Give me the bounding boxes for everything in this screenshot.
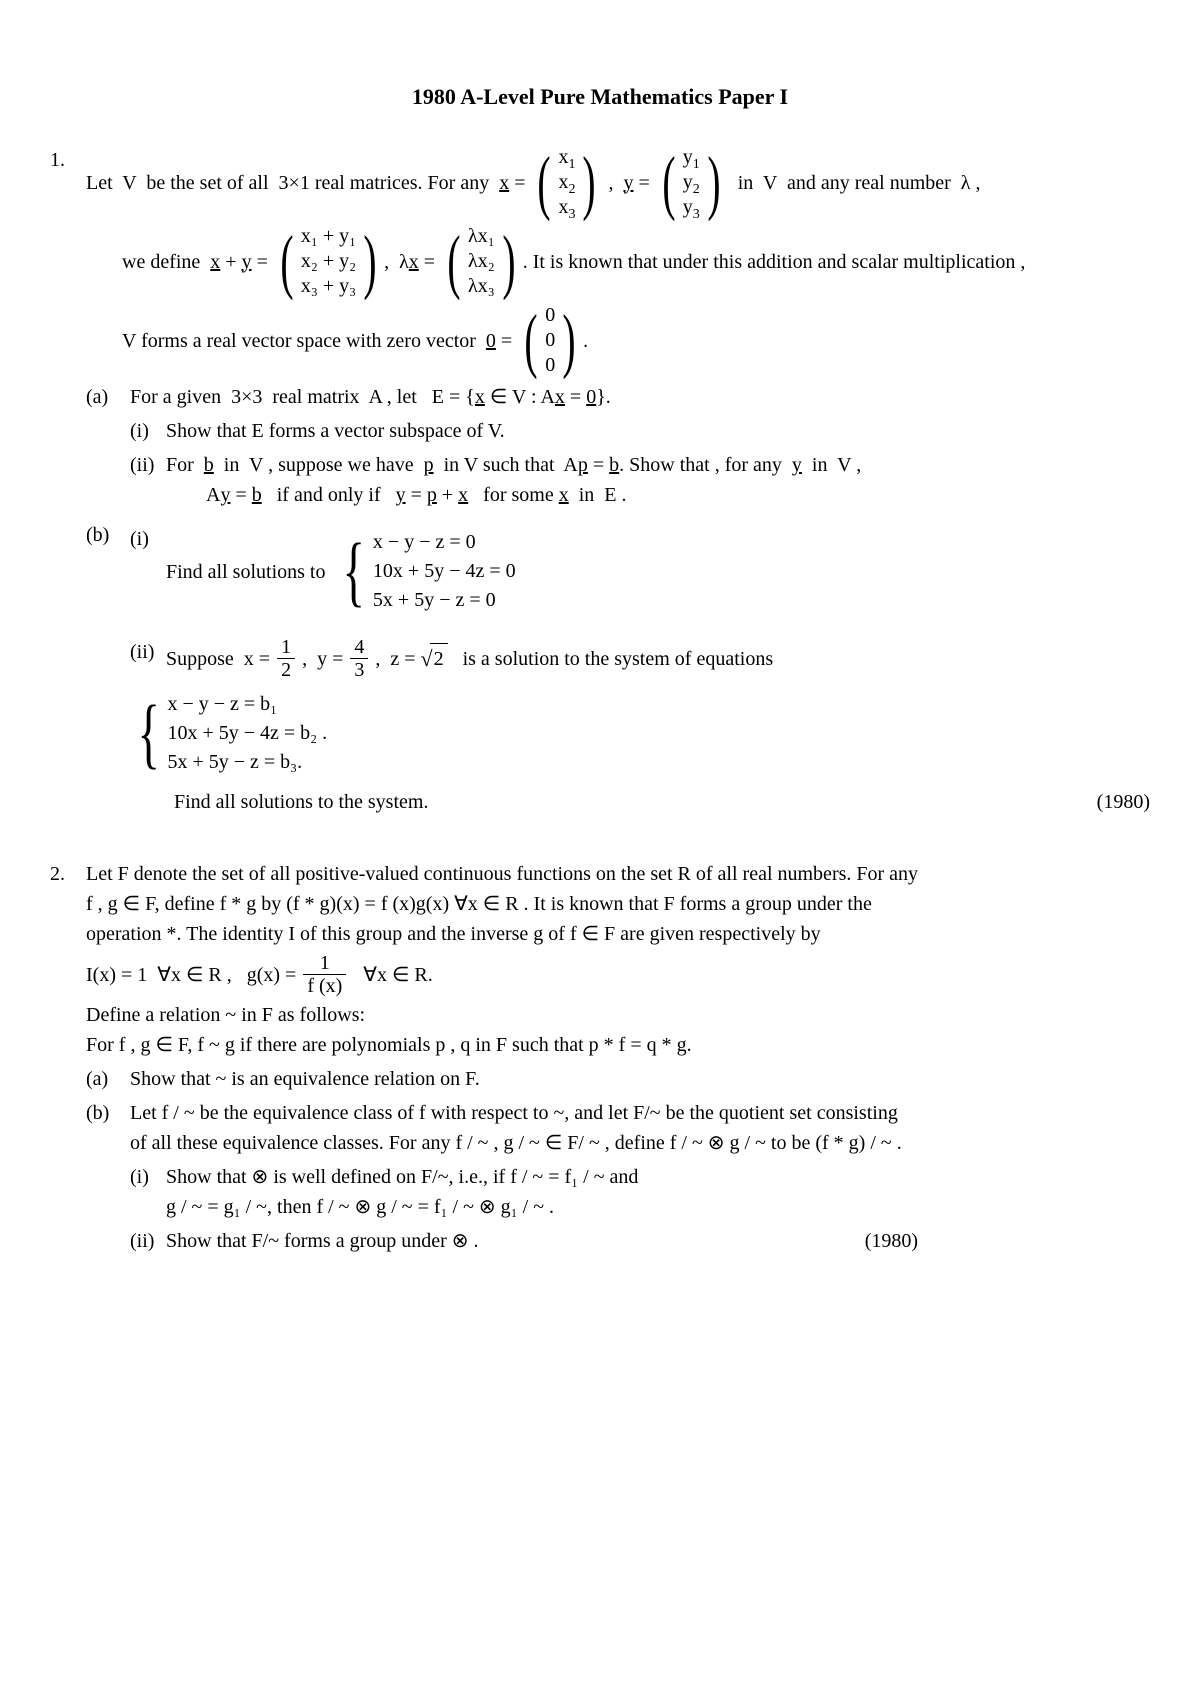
- q1a-ii: (ii) For b in V , suppose we have p in V…: [130, 450, 861, 510]
- equation-system: { x − y − z = 0 10x + 5y − 4z = 0 5x + 5…: [335, 528, 515, 615]
- text: operation *. The identity I of this grou…: [86, 919, 918, 949]
- text: g / ~ = g₁ / ~, then f / ~ ⊗ g / ~ = f₁ …: [166, 1192, 638, 1222]
- sqrt-icon: √2: [421, 642, 448, 675]
- x-column-vector: ( x1x2x3 ): [532, 145, 601, 220]
- text: Let F denote the set of all positive-val…: [86, 859, 918, 889]
- part-label: (b): [86, 520, 130, 550]
- text: in V and any real number λ ,: [728, 168, 981, 198]
- text: Show that F/~ forms a group under ⊗ .: [166, 1230, 479, 1252]
- text: f , g ∈ F, define f * g by (f * g)(x) = …: [86, 889, 918, 919]
- q1-zero: V forms a real vector space with zero ve…: [122, 303, 1150, 378]
- page-title: 1980 A-Level Pure Mathematics Paper I: [50, 80, 1150, 113]
- q1a-i: (i) Show that E forms a vector subspace …: [130, 416, 861, 446]
- sub-label: (i): [130, 524, 166, 554]
- text: we define: [122, 247, 210, 277]
- q1-number: 1.: [50, 145, 86, 175]
- text: ,: [603, 168, 623, 198]
- text: Find all solutions to the system.: [174, 791, 428, 813]
- identity-definition: I(x) = 1 ∀x ∈ R , g(x) = 1f (x) ∀x ∈ R.: [86, 953, 918, 996]
- text: Let f / ~ be the equivalence class of f …: [130, 1098, 918, 1128]
- q2b-ii: (ii) Show that F/~ forms a group under ⊗…: [130, 1226, 918, 1256]
- q1-part-a: (a) For a given 3×3 real matrix A , let …: [86, 382, 1150, 510]
- part-label: (a): [86, 382, 130, 412]
- sum-vector: ( x₁ + y₁ x₂ + y₂ x₃ + y₃ ): [275, 224, 382, 299]
- sub-label: (i): [130, 1162, 166, 1192]
- q1b-i: (i) Find all solutions to { x − y − z = …: [130, 524, 1150, 619]
- q1-intro: Let V be the set of all 3×1 real matrice…: [86, 145, 981, 220]
- q2b-i: (i) Show that ⊗ is well defined on F/~, …: [130, 1162, 918, 1222]
- year-marker: (1980): [1097, 787, 1150, 817]
- q2-number: 2.: [50, 859, 86, 889]
- text: Let V be the set of all 3×1 real matrice…: [86, 168, 499, 198]
- text: Show that ~ is an equivalence relation o…: [130, 1064, 480, 1094]
- text: of all these equivalence classes. For an…: [130, 1128, 918, 1158]
- year-marker: (1980): [865, 1226, 918, 1256]
- text: Define a relation ~ in F as follows:: [86, 1000, 918, 1030]
- q1b-ii-final: Find all solutions to the system. (1980): [174, 787, 1150, 817]
- part-label: (a): [86, 1064, 130, 1094]
- q2-part-a: (a) Show that ~ is an equivalence relati…: [86, 1064, 918, 1094]
- q1-part-b: (b) (i) Find all solutions to { x − y − …: [86, 520, 1150, 821]
- vector-x: x: [499, 168, 509, 198]
- text: For b in V , suppose we have p in V such…: [166, 450, 861, 480]
- sub-label: (ii): [130, 1226, 166, 1256]
- lambda-vector: ( λx₁ λx₂ λx₃ ): [442, 224, 521, 299]
- text: Show that E forms a vector subspace of V…: [166, 416, 505, 446]
- question-2: 2. Let F denote the set of all positive-…: [50, 859, 1150, 1256]
- question-1: 1. Let V be the set of all 3×1 real matr…: [50, 145, 1150, 821]
- text: Find all solutions to: [166, 557, 335, 587]
- text: V forms a real vector space with zero ve…: [122, 326, 486, 356]
- sub-label: (i): [130, 416, 166, 446]
- q1b-ii: (ii) Suppose x = 12 , y = 43 , z = √2 is…: [130, 637, 1150, 680]
- text: Show that ⊗ is well defined on F/~, i.e.…: [166, 1162, 638, 1192]
- text: For f , g ∈ F, f ~ g if there are polyno…: [86, 1030, 918, 1060]
- part-label: (b): [86, 1098, 130, 1128]
- q2-part-b: (b) Let f / ~ be the equivalence class o…: [86, 1098, 918, 1256]
- equation-system-b: { x − y − z = b₁ 10x + 5y − 4z = b₂ . 5x…: [130, 690, 327, 777]
- q1-define: we define x + y = ( x₁ + y₁ x₂ + y₂ x₃ +…: [122, 224, 1150, 299]
- vector-y: y: [623, 168, 633, 198]
- text: . It is known that under this addition a…: [523, 247, 1026, 277]
- y-column-vector: ( y1y2y3 ): [657, 145, 726, 220]
- text: Ay = b if and only if y = p + x for some…: [206, 480, 861, 510]
- zero-vector: ( 0 0 0 ): [519, 303, 581, 378]
- text: =: [509, 168, 530, 198]
- sub-label: (ii): [130, 637, 166, 667]
- sub-label: (ii): [130, 450, 166, 480]
- text: Suppose x = 12 , y = 43 , z = √2 is a so…: [166, 637, 1150, 680]
- q1a-statement: For a given 3×3 real matrix A , let E = …: [130, 382, 861, 412]
